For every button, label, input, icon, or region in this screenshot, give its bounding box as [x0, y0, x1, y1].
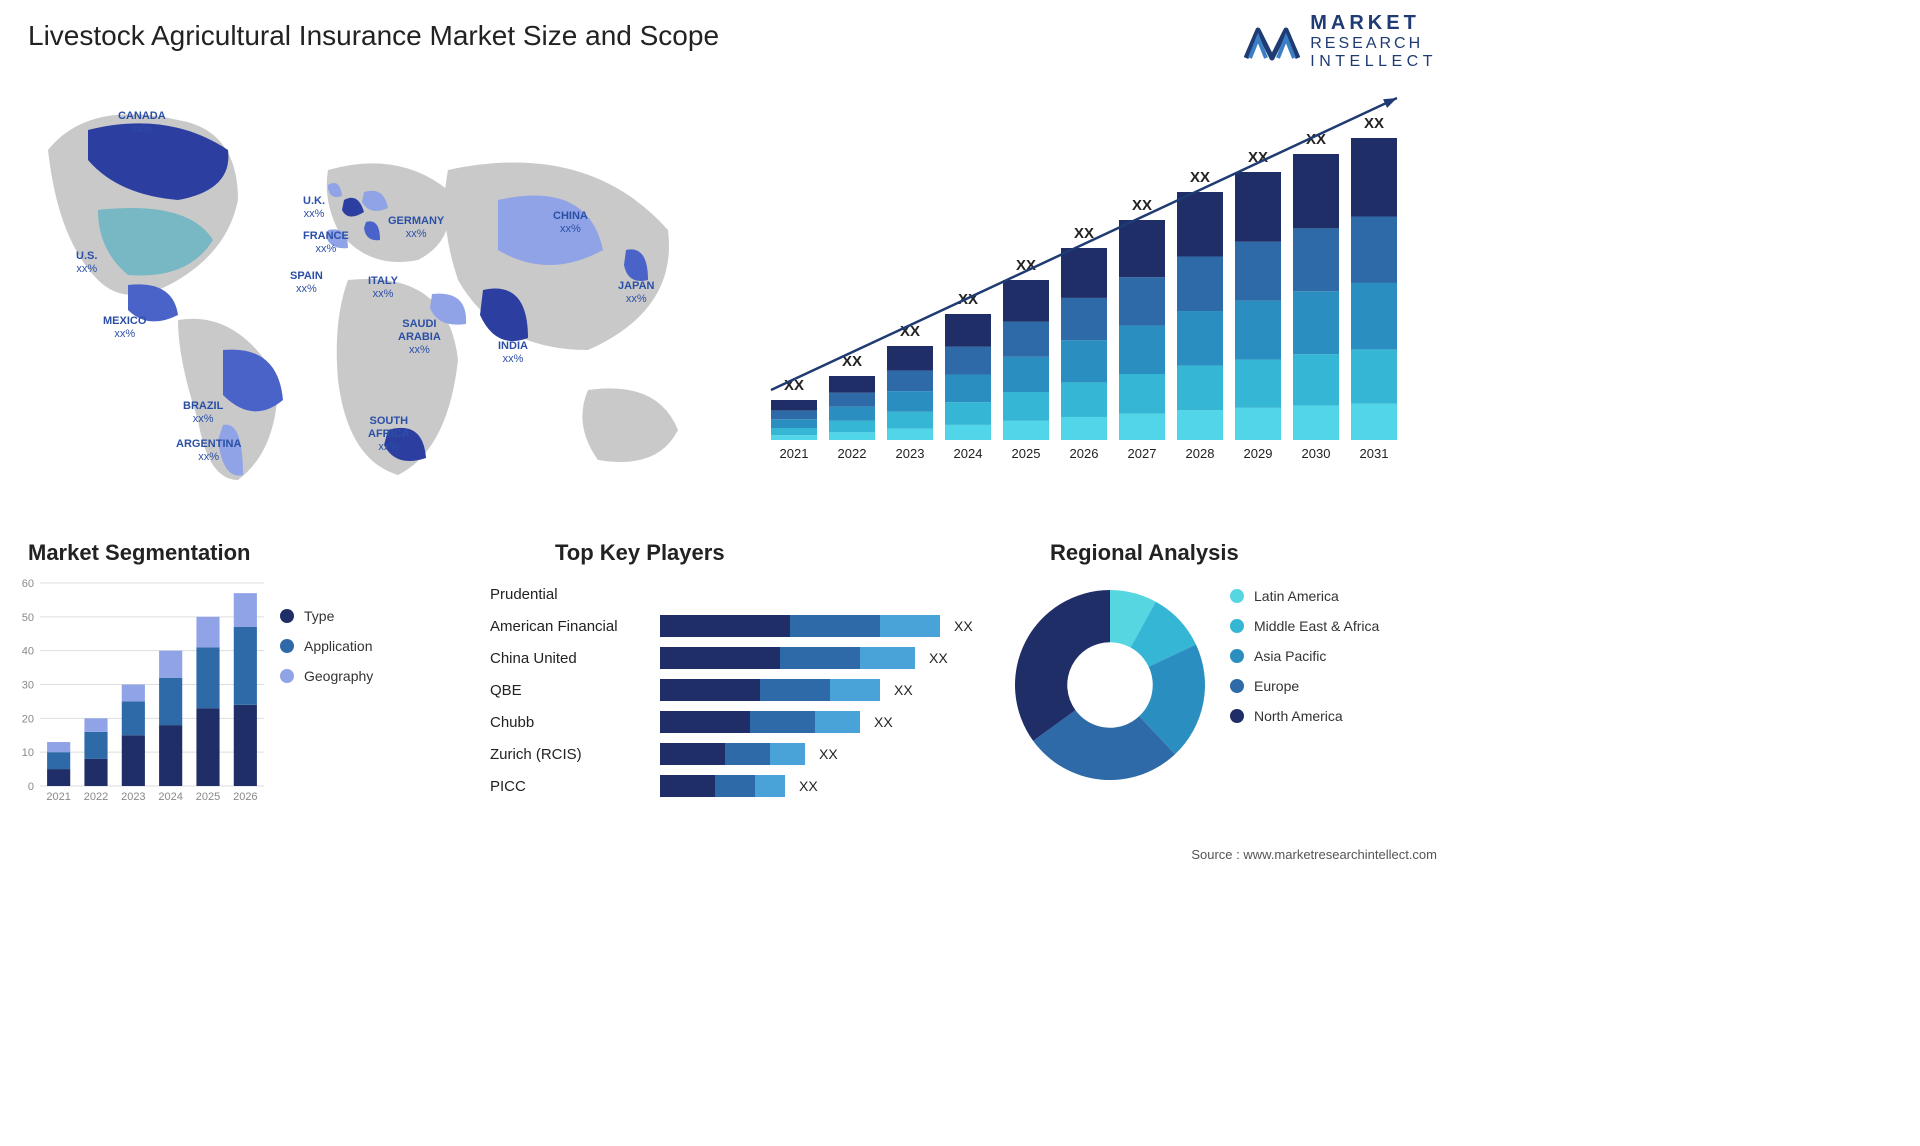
map-label-india: INDIAxx% — [498, 340, 528, 366]
player-bar — [660, 679, 880, 701]
map-label-canada: CANADAxx% — [118, 110, 166, 136]
logo-line3: INTELLECT — [1310, 53, 1437, 71]
svg-text:2029: 2029 — [1244, 446, 1273, 461]
seg-legend-item: Application — [280, 638, 373, 654]
svg-text:2026: 2026 — [233, 791, 257, 803]
player-row: China United XX — [490, 642, 990, 674]
svg-text:20: 20 — [22, 713, 34, 725]
svg-text:40: 40 — [22, 646, 34, 658]
region-legend-item: Asia Pacific — [1230, 648, 1379, 664]
segmentation-chart: 0 10 20 30 40 50 60 2021 2022 2023 2024 2025 2026 — [10, 575, 270, 810]
player-name: Prudential — [490, 586, 660, 603]
player-row: Chubb XX — [490, 706, 990, 738]
player-name: QBE — [490, 682, 660, 699]
player-name: American Financial — [490, 618, 660, 635]
map-label-france: FRANCExx% — [303, 230, 349, 256]
player-row: QBE XX — [490, 674, 990, 706]
svg-text:2027: 2027 — [1128, 446, 1157, 461]
player-bar — [660, 615, 940, 637]
map-label-japan: JAPANxx% — [618, 280, 654, 306]
regional-donut — [1000, 575, 1220, 795]
map-label-argentina: ARGENTINAxx% — [176, 438, 241, 464]
player-name: PICC — [490, 778, 660, 795]
region-legend-item: Europe — [1230, 678, 1379, 694]
svg-text:2022: 2022 — [838, 446, 867, 461]
player-row: PICC XX — [490, 770, 990, 802]
player-value: XX — [894, 682, 913, 698]
svg-text:XX: XX — [1364, 115, 1384, 132]
player-row: American Financial XX — [490, 610, 990, 642]
map-label-italy: ITALYxx% — [368, 275, 398, 301]
svg-text:XX: XX — [1190, 169, 1210, 186]
player-name: Chubb — [490, 714, 660, 731]
seg-legend-item: Geography — [280, 668, 373, 684]
map-label-brazil: BRAZILxx% — [183, 400, 223, 426]
player-row: Prudential — [490, 578, 990, 610]
map-label-south-africa: SOUTHAFRICAxx% — [368, 415, 410, 455]
svg-text:2025: 2025 — [196, 791, 220, 803]
regional-heading: Regional Analysis — [1050, 540, 1239, 566]
map-label-u-s-: U.S.xx% — [76, 250, 97, 276]
player-bar — [660, 711, 860, 733]
seg-legend-item: Type — [280, 608, 373, 624]
svg-text:2022: 2022 — [84, 791, 108, 803]
forecast-bar-chart: XX2021XX2022XX2023XX2024XX2025XX2026XX20… — [761, 90, 1421, 470]
player-bar — [660, 775, 785, 797]
logo-line2: RESEARCH — [1310, 35, 1437, 53]
map-label-spain: SPAINxx% — [290, 270, 323, 296]
page-title: Livestock Agricultural Insurance Market … — [28, 20, 719, 52]
svg-text:2025: 2025 — [1012, 446, 1041, 461]
logo-mark-icon — [1244, 18, 1300, 66]
svg-text:2024: 2024 — [158, 791, 182, 803]
logo-line1: MARKET — [1310, 12, 1437, 35]
svg-text:50: 50 — [22, 612, 34, 624]
map-label-china: CHINAxx% — [553, 210, 588, 236]
player-value: XX — [799, 778, 818, 794]
player-name: Zurich (RCIS) — [490, 746, 660, 763]
svg-text:0: 0 — [28, 781, 34, 793]
svg-text:60: 60 — [22, 578, 34, 590]
map-label-mexico: MEXICOxx% — [103, 315, 146, 341]
svg-text:10: 10 — [22, 747, 34, 759]
players-heading: Top Key Players — [555, 540, 725, 566]
player-name: China United — [490, 650, 660, 667]
svg-text:2023: 2023 — [121, 791, 145, 803]
svg-text:2024: 2024 — [954, 446, 983, 461]
region-legend-item: Middle East & Africa — [1230, 618, 1379, 634]
player-value: XX — [819, 746, 838, 762]
svg-text:30: 30 — [22, 680, 34, 692]
players-chart: PrudentialAmerican FinancialXXChina Unit… — [490, 578, 990, 802]
player-value: XX — [929, 650, 948, 666]
player-value: XX — [954, 618, 973, 634]
svg-text:2030: 2030 — [1302, 446, 1331, 461]
regional-legend: Latin America Middle East & Africa Asia Pa… — [1230, 588, 1379, 738]
svg-text:XX: XX — [1132, 197, 1152, 214]
svg-text:2028: 2028 — [1186, 446, 1215, 461]
world-map: CANADAxx% U.S.xx% MEXICOxx% BRAZILxx% ARGENT… — [28, 80, 708, 480]
map-label-germany: GERMANYxx% — [388, 215, 444, 241]
segmentation-heading: Market Segmentation — [28, 540, 251, 566]
source-label: Source : www.marketresearchintellect.com — [1191, 847, 1437, 862]
region-legend-item: North America — [1230, 708, 1379, 724]
svg-text:2026: 2026 — [1070, 446, 1099, 461]
map-label-saudi-arabia: SAUDIARABIAxx% — [398, 318, 441, 358]
player-bar — [660, 743, 805, 765]
svg-text:2021: 2021 — [46, 791, 70, 803]
player-bar — [660, 647, 915, 669]
svg-text:2031: 2031 — [1360, 446, 1389, 461]
svg-text:2023: 2023 — [896, 446, 925, 461]
player-value: XX — [874, 714, 893, 730]
map-label-u-k-: U.K.xx% — [303, 195, 325, 221]
player-row: Zurich (RCIS) XX — [490, 738, 990, 770]
brand-logo: MARKET RESEARCH INTELLECT — [1244, 12, 1437, 72]
region-legend-item: Latin America — [1230, 588, 1379, 604]
segmentation-legend: Type Application Geography — [280, 608, 373, 698]
svg-text:2021: 2021 — [780, 446, 809, 461]
